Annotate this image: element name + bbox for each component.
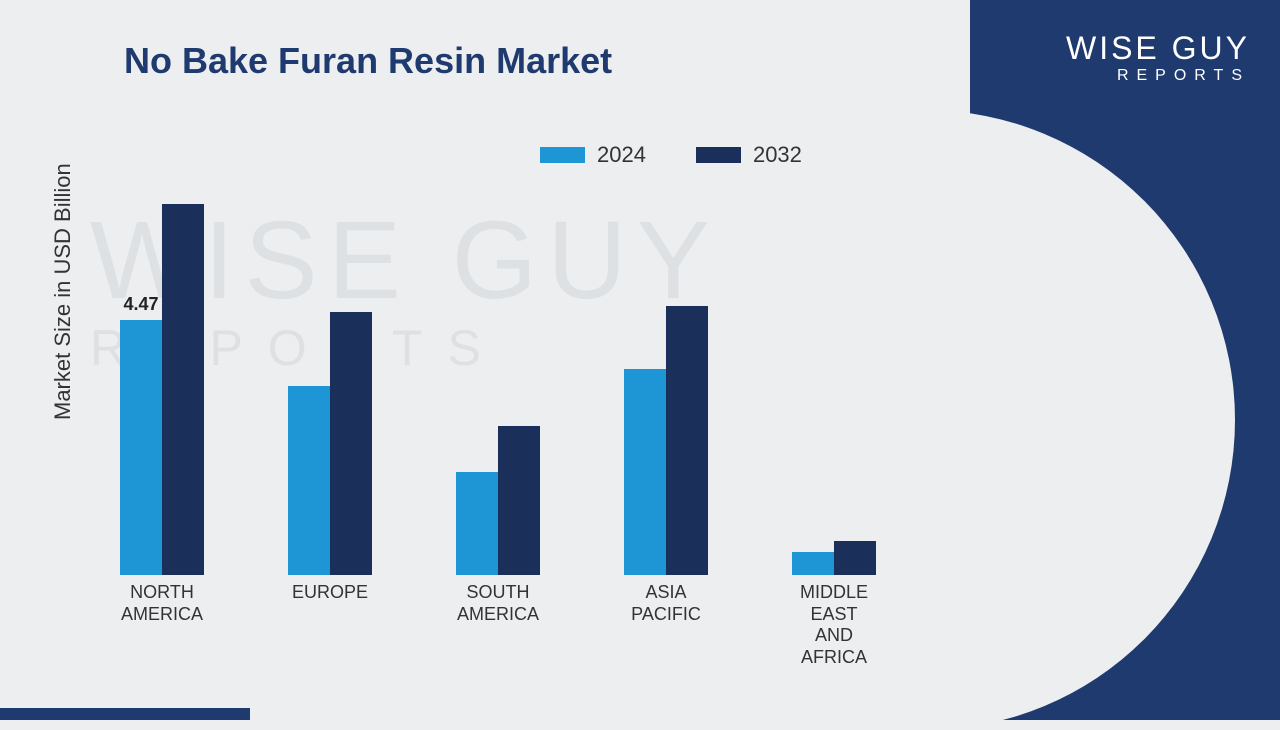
legend: 2024 2032 [540, 142, 802, 168]
x-axis-category-label: ASIAPACIFIC [594, 582, 738, 625]
bar-2024 [288, 386, 330, 575]
bar-2032 [666, 306, 708, 575]
bar-2032 [834, 541, 876, 575]
chart-title: No Bake Furan Resin Market [124, 40, 612, 82]
legend-item-2032: 2032 [696, 142, 802, 168]
bar-group [288, 312, 372, 575]
y-axis-label: Market Size in USD Billion [50, 163, 76, 420]
logo-main: WISE GUY [1066, 30, 1250, 67]
bar-2032 [330, 312, 372, 575]
bar-2024 [456, 472, 498, 575]
bar-2024 [120, 320, 162, 575]
plot-area: 4.47 [100, 175, 940, 575]
bar-group [120, 204, 204, 575]
chart-area: No Bake Furan Resin Market Market Size i… [0, 0, 970, 720]
legend-item-2024: 2024 [540, 142, 646, 168]
x-axis-category-label: SOUTHAMERICA [426, 582, 570, 625]
legend-swatch-2024 [540, 147, 585, 163]
bar-2024 [792, 552, 834, 575]
bar-group [792, 541, 876, 575]
x-axis-category-label: EUROPE [258, 582, 402, 604]
bar-group [624, 306, 708, 575]
bar-2032 [498, 426, 540, 575]
x-axis-category-label: NORTHAMERICA [90, 582, 234, 625]
bar-2024 [624, 369, 666, 575]
bar-value-label: 4.47 [111, 294, 171, 315]
legend-label-2032: 2032 [753, 142, 802, 168]
logo-sub: REPORTS [1066, 67, 1250, 85]
legend-label-2024: 2024 [597, 142, 646, 168]
bar-2032 [162, 204, 204, 575]
bar-group [456, 426, 540, 575]
legend-swatch-2032 [696, 147, 741, 163]
bottom-accent-bar [0, 708, 250, 720]
logo: WISE GUY REPORTS [1066, 30, 1250, 85]
x-axis-category-label: MIDDLEEASTANDAFRICA [762, 582, 906, 668]
